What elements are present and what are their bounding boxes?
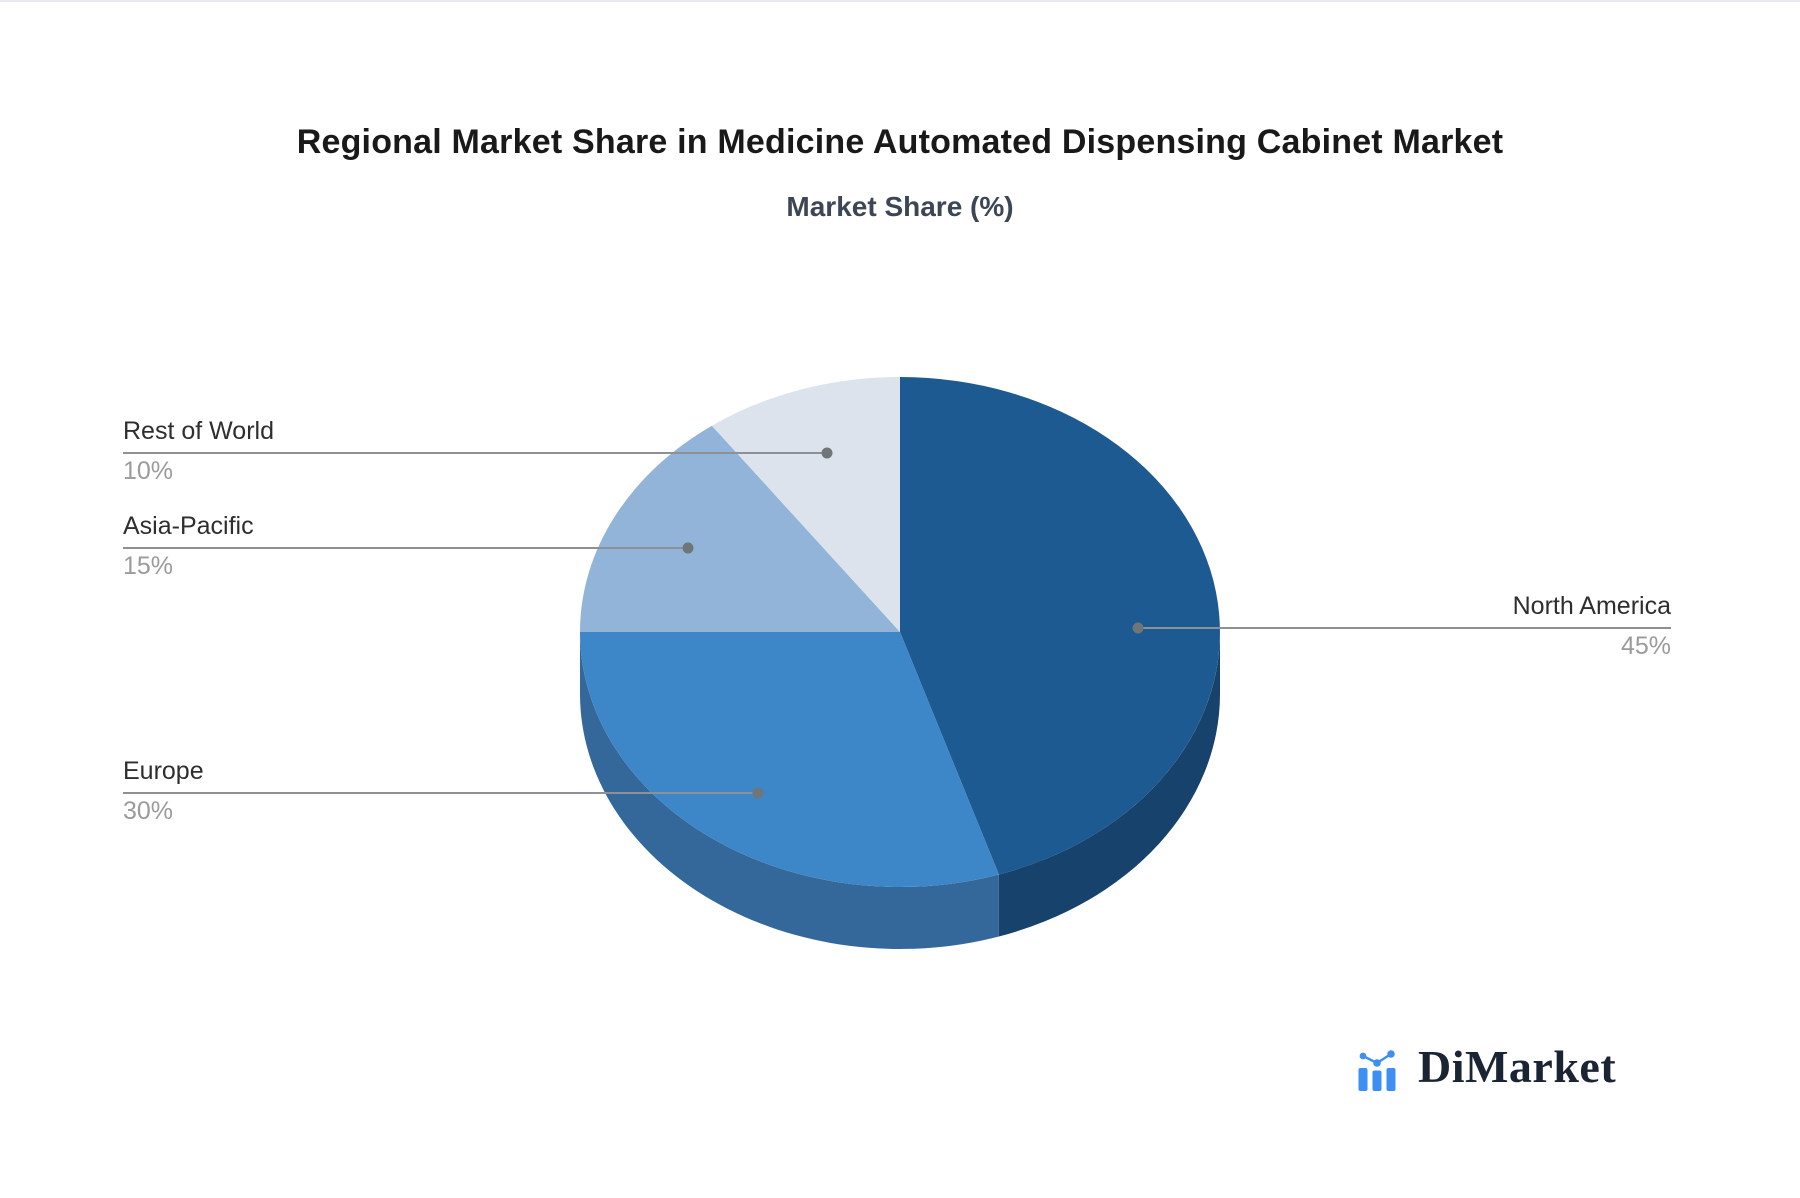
bar-chart-logo-icon: [1358, 1050, 1396, 1091]
slice-label-name: Rest of World: [123, 417, 274, 445]
pie-slice-north-america: [900, 377, 1220, 875]
pie-slice-rest-of-world: [711, 377, 900, 632]
slice-value-europe: 30%: [123, 795, 173, 827]
dimarket-logo: DiMarket: [1356, 1040, 1616, 1094]
slice-value-asia-pacific: 15%: [123, 550, 173, 582]
slice-label-value: 15%: [123, 552, 174, 580]
slice-label-asia-pacific: Asia-Pacific: [123, 510, 254, 542]
slice-label-name: Europe: [123, 757, 204, 785]
dimarket-logo-text: DiMarket: [1418, 1041, 1617, 1092]
leader-dot-europe: [752, 787, 764, 799]
slice-label-europe: Europe: [123, 755, 204, 787]
slice-label-value: 45%: [1620, 632, 1671, 660]
pie-slice-europe: [580, 632, 999, 887]
slice-value-rest-of-world: 10%: [123, 455, 173, 487]
pie-slice-side-europe: [580, 632, 999, 949]
slice-label-rest-of-world: Rest of World: [123, 415, 274, 447]
slice-label-value: 30%: [123, 797, 174, 825]
leader-dot-north-america: [1132, 622, 1144, 634]
slice-label-name: Asia-Pacific: [123, 512, 254, 540]
slice-label-name: North America: [1512, 592, 1671, 620]
slice-label-north-america: North America: [1513, 590, 1671, 622]
chart-title: Regional Market Share in Medicine Automa…: [296, 123, 1504, 161]
slice-label-value: 10%: [123, 457, 174, 485]
pie-slice-side-north-america: [998, 632, 1220, 937]
slice-value-north-america: 45%: [1621, 630, 1671, 662]
pie-slice-asia-pacific: [580, 425, 900, 632]
leader-dot-rest-of-world: [821, 447, 833, 459]
leader-dot-asia-pacific: [682, 542, 694, 554]
chart-subtitle: Market Share (%): [786, 191, 1014, 222]
